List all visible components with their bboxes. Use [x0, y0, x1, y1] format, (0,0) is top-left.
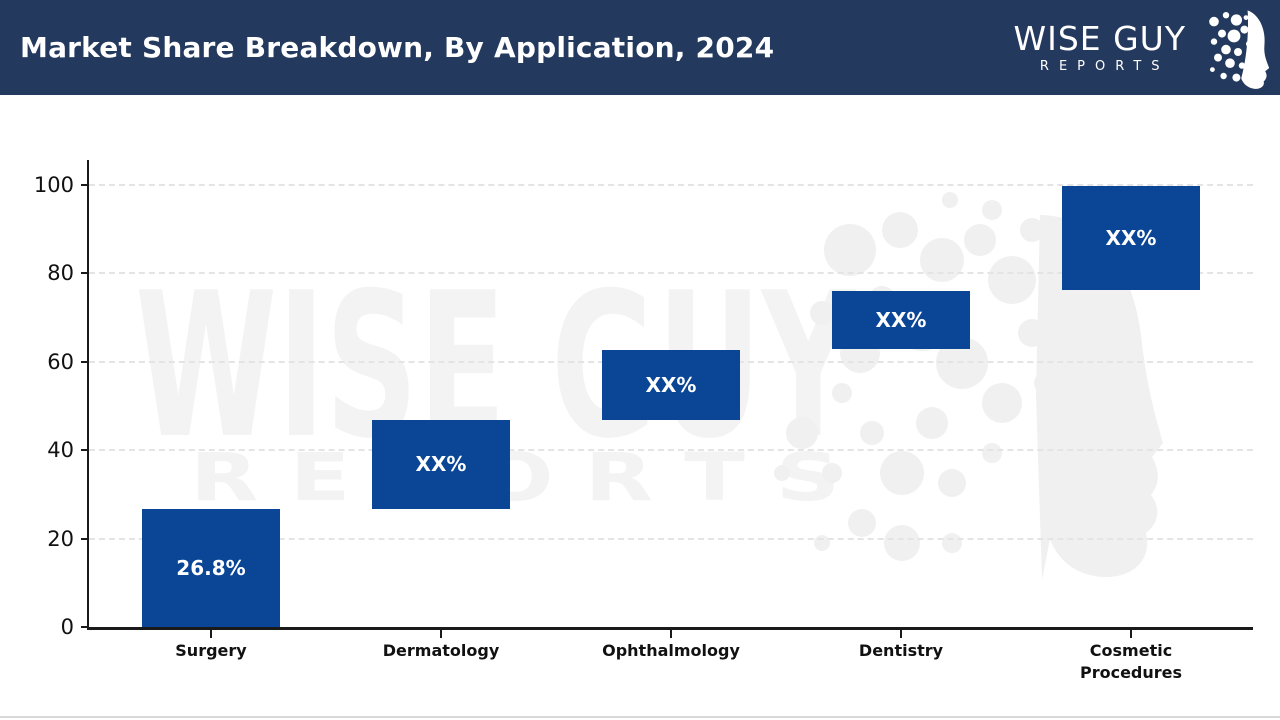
logo-face-icon [1209, 9, 1270, 89]
gridline [89, 449, 1253, 452]
bar-value-label: XX% [875, 308, 927, 333]
y-axis-tick [81, 184, 89, 186]
y-axis-tick-label: 0 [60, 615, 74, 639]
y-axis-tick [81, 626, 89, 628]
gridline [89, 184, 1253, 186]
x-axis-tick [440, 630, 442, 638]
x-category-label: Dentistry [858, 641, 944, 660]
y-axis-tick-label: 100 [33, 173, 74, 197]
y-axis-tick-label: 80 [47, 261, 74, 286]
y-axis-tick-label: 20 [47, 526, 74, 551]
y-axis-tick-label: 60 [47, 349, 74, 374]
y-axis-tick [81, 272, 89, 275]
x-category-label: Dermatology [382, 641, 500, 660]
y-axis-tick-label: 40 [47, 438, 74, 463]
bar-value-label: XX% [645, 372, 697, 397]
gridline [89, 537, 1253, 540]
bar: XX% [832, 291, 970, 349]
x-axis-tick [900, 630, 902, 638]
bar: XX% [602, 349, 740, 420]
header: Market Share Breakdown, By Application, … [0, 0, 1280, 95]
bar-value-label: XX% [1105, 226, 1157, 251]
bar: 26.8% [142, 508, 280, 627]
logo-text: WISE GUY REPORTS [1013, 22, 1186, 73]
bar: XX% [372, 420, 510, 509]
x-axis-tick [1130, 630, 1132, 638]
y-axis-tick [81, 537, 89, 540]
wiseguy-logo: WISE GUY REPORTS [1013, 5, 1270, 91]
y-axis-tick [81, 449, 89, 452]
logo-reports-label: REPORTS [1039, 59, 1170, 74]
bottom-divider [0, 716, 1280, 718]
bar-value-label: XX% [415, 452, 467, 477]
gridline [89, 272, 1253, 275]
y-axis-tick [81, 360, 89, 363]
logo-wiseguy-label: WISE GUY [1013, 19, 1186, 58]
x-category-label: Ophthalmology [602, 641, 740, 660]
page-title: Market Share Breakdown, By Application, … [20, 31, 775, 64]
bar-value-label: 26.8% [176, 555, 246, 580]
x-category-label: Cosmetic Procedures [1079, 641, 1183, 682]
bar: XX% [1062, 185, 1200, 291]
x-axis-tick [670, 630, 672, 638]
x-axis [87, 627, 1253, 630]
x-category-label: Surgery [175, 641, 247, 660]
y-axis [87, 160, 89, 630]
x-axis-tick [210, 630, 212, 638]
